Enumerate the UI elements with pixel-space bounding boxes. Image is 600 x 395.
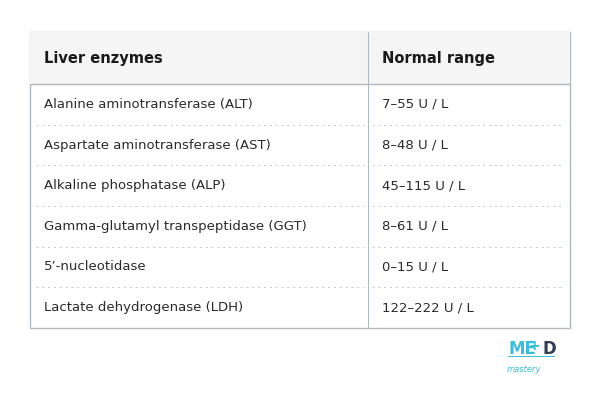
Text: ME: ME (508, 340, 536, 358)
Text: 7–55 U / L: 7–55 U / L (382, 98, 448, 111)
Text: Liver enzymes: Liver enzymes (44, 51, 163, 66)
Text: Alanine aminotransferase (ALT): Alanine aminotransferase (ALT) (44, 98, 253, 111)
Text: Gamma-glutamyl transpeptidase (GGT): Gamma-glutamyl transpeptidase (GGT) (44, 220, 307, 233)
Text: +: + (528, 339, 540, 353)
Text: Aspartate aminotransferase (AST): Aspartate aminotransferase (AST) (44, 139, 271, 152)
Text: 8–61 U / L: 8–61 U / L (382, 220, 448, 233)
Text: 5’-nucleotidase: 5’-nucleotidase (44, 260, 146, 273)
Text: Alkaline phosphatase (ALP): Alkaline phosphatase (ALP) (44, 179, 226, 192)
Text: Lactate dehydrogenase (LDH): Lactate dehydrogenase (LDH) (44, 301, 243, 314)
Text: Normal range: Normal range (382, 51, 494, 66)
Bar (30, 32, 570, 328)
Text: 0–15 U / L: 0–15 U / L (382, 260, 448, 273)
Text: 45–115 U / L: 45–115 U / L (382, 179, 464, 192)
Text: 8–48 U / L: 8–48 U / L (382, 139, 448, 152)
Text: mastery: mastery (507, 365, 541, 374)
Text: D: D (543, 340, 557, 358)
Bar (30, 32, 570, 84)
Text: 122–222 U / L: 122–222 U / L (382, 301, 473, 314)
